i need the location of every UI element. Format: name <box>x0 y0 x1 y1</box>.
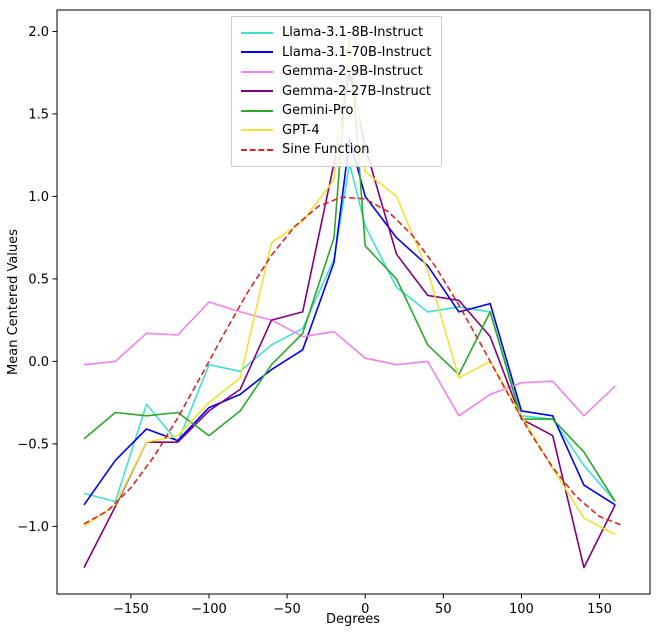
y-tick-label: −0.5 <box>17 437 49 452</box>
legend-line-sample <box>241 70 273 73</box>
legend-line-sample <box>241 90 273 93</box>
legend-label: Sine Function <box>282 142 370 158</box>
legend: Llama-3.1-8B-Instruct Llama-3.1-70B-Instr… <box>231 16 443 167</box>
series-line-gemma-2-9b-instruct <box>83 301 616 417</box>
legend-label: Gemma-2-9B-Instruct <box>282 64 423 80</box>
legend-item-gemma-2-9b-instruct: Gemma-2-9B-Instruct <box>241 62 431 82</box>
x-tick-label: −50 <box>273 602 300 617</box>
legend-line-sample <box>241 129 273 132</box>
y-tick-label: −1.0 <box>17 520 49 535</box>
legend-label: Gemma-2-27B-Instruct <box>282 83 431 99</box>
y-tick-label: 1.5 <box>28 107 49 122</box>
x-tick-label: 150 <box>587 602 612 617</box>
legend-item-llama-3-1-70b-instruct: Llama-3.1-70B-Instruct <box>241 43 431 63</box>
series-line-sine-function <box>83 196 624 527</box>
x-tick-label: 0 <box>361 602 369 617</box>
x-tick-label: −150 <box>113 602 149 617</box>
x-axis-label: Degrees <box>325 612 381 627</box>
legend-item-sine-function: Sine Function <box>241 140 431 160</box>
legend-item-llama-3-1-8b-instruct: Llama-3.1-8B-Instruct <box>241 23 431 43</box>
legend-item-gemma-2-27b-instruct: Gemma-2-27B-Instruct <box>241 82 431 102</box>
legend-line-sample <box>241 148 273 151</box>
legend-line-sample <box>241 31 273 34</box>
y-axis-label: Mean Centered Values <box>6 229 21 375</box>
x-tick-label: 100 <box>509 602 534 617</box>
legend-item-gemini-pro: Gemini-Pro <box>241 101 431 121</box>
legend-line-sample <box>241 51 273 54</box>
legend-label: GPT-4 <box>282 122 320 138</box>
plot-border <box>56 9 651 595</box>
y-tick-label: 1.0 <box>28 190 49 205</box>
y-tick-label: 2.0 <box>28 25 49 40</box>
series-line-llama-3-1-8b-instruct <box>83 162 616 503</box>
legend-line-sample <box>241 109 273 112</box>
y-tick-label: 0.0 <box>28 355 49 370</box>
legend-label: Gemini-Pro <box>282 103 354 119</box>
legend-label: Llama-3.1-8B-Instruct <box>282 25 424 41</box>
legend-label: Llama-3.1-70B-Instruct <box>282 44 432 60</box>
x-tick-label: 50 <box>435 602 452 617</box>
y-tick-label: 0.5 <box>28 272 49 287</box>
series-line-llama-3-1-70b-instruct <box>83 137 616 506</box>
x-tick-label: −100 <box>191 602 227 617</box>
legend-item-gpt-4: GPT-4 <box>241 121 431 141</box>
